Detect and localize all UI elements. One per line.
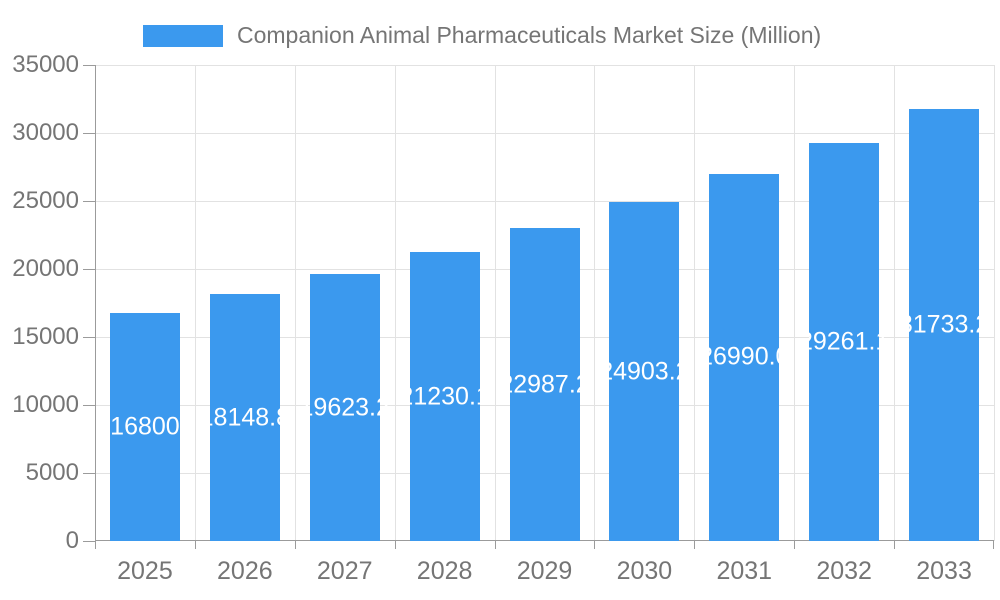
h-gridline [95, 65, 994, 66]
bar[interactable] [409, 252, 480, 541]
chart-legend: Companion Animal Pharmaceuticals Market … [143, 22, 821, 49]
v-gridline [894, 65, 896, 541]
y-tick-label: 15000 [12, 323, 79, 350]
x-axis-tick [494, 541, 496, 549]
y-tick-label: 25000 [12, 187, 79, 214]
v-gridline [994, 65, 995, 541]
y-tick-label: 35000 [12, 51, 79, 78]
y-tick-label: 30000 [12, 119, 79, 146]
y-axis-tick [83, 65, 95, 66]
y-axis-tick [83, 201, 95, 202]
y-axis-line [95, 65, 96, 549]
y-tick-label: 5000 [25, 459, 79, 486]
y-axis-tick [83, 269, 95, 270]
bar[interactable] [909, 109, 980, 541]
x-axis-tick [694, 541, 696, 549]
legend-swatch[interactable] [143, 24, 223, 47]
v-gridline [694, 65, 696, 541]
bar[interactable] [109, 312, 180, 541]
h-gridline [95, 133, 994, 134]
v-gridline [494, 65, 496, 541]
v-gridline [194, 65, 196, 541]
bar[interactable] [209, 294, 280, 541]
plot-area: 0 5000 10000 15000 20000 25000 30000 35000 16800… [12, 51, 995, 585]
y-axis-tick [83, 133, 95, 134]
h-gridline [95, 201, 994, 202]
chart-title: Companion Animal Pharmaceuticals Market … [237, 22, 822, 48]
v-gridline [394, 65, 396, 541]
x-tick-label: 2028 [416, 557, 473, 585]
x-axis-tick [294, 541, 296, 549]
x-tick-label: 2029 [516, 557, 573, 585]
bar[interactable] [809, 143, 880, 541]
x-axis-tick [993, 541, 994, 549]
y-tick-label: 20000 [12, 255, 79, 282]
v-gridline [794, 65, 796, 541]
x-axis-tick [594, 541, 596, 549]
y-tick-label: 10000 [12, 391, 79, 418]
bar[interactable] [609, 202, 680, 541]
y-axis-tick [83, 337, 95, 338]
y-axis-tick [83, 541, 95, 542]
y-axis-tick [83, 405, 95, 406]
x-axis-tick [394, 541, 396, 549]
x-axis-tick [894, 541, 896, 549]
x-axis-tick [194, 541, 196, 549]
y-tick-label: 0 [65, 527, 79, 554]
v-gridline [594, 65, 596, 541]
bar[interactable] [509, 228, 580, 541]
x-tick-label: 2033 [916, 557, 972, 585]
bar[interactable] [709, 173, 780, 541]
x-tick-label: 2032 [816, 557, 872, 585]
x-tick-label: 2026 [217, 557, 273, 585]
y-axis-tick [83, 473, 95, 474]
x-axis-tick [794, 541, 796, 549]
x-tick-label: 2027 [316, 557, 373, 585]
x-tick-label: 2030 [616, 557, 673, 585]
x-tick-label: 2025 [117, 557, 173, 585]
bar[interactable] [309, 274, 380, 541]
x-tick-label: 2031 [716, 557, 773, 585]
v-gridline [294, 65, 296, 541]
